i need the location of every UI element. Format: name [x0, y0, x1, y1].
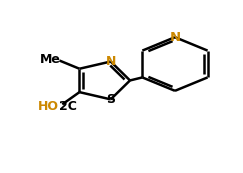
- Text: 2C: 2C: [59, 100, 77, 113]
- Text: Me: Me: [40, 53, 61, 66]
- Text: HO: HO: [38, 100, 59, 113]
- Text: N: N: [169, 31, 181, 44]
- Text: N: N: [105, 55, 116, 68]
- Text: S: S: [106, 93, 115, 106]
